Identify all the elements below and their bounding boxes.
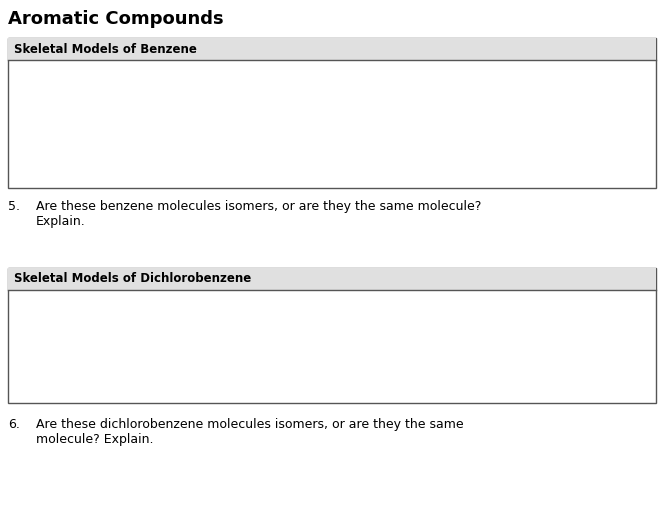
Bar — [8, 268, 656, 290]
Text: Explain.: Explain. — [36, 215, 86, 228]
Text: 5.: 5. — [8, 200, 20, 213]
Text: Skeletal Models of Dichlorobenzene: Skeletal Models of Dichlorobenzene — [14, 272, 251, 286]
Bar — [8, 268, 656, 403]
Bar — [8, 38, 656, 60]
Text: Are these benzene molecules isomers, or are they the same molecule?: Are these benzene molecules isomers, or … — [36, 200, 481, 213]
Text: Skeletal Models of Benzene: Skeletal Models of Benzene — [14, 42, 197, 55]
Text: molecule? Explain.: molecule? Explain. — [36, 433, 154, 446]
Bar — [8, 38, 656, 188]
Text: 6.: 6. — [8, 418, 20, 431]
Text: Are these dichlorobenzene molecules isomers, or are they the same: Are these dichlorobenzene molecules isom… — [36, 418, 464, 431]
Text: Aromatic Compounds: Aromatic Compounds — [8, 10, 223, 28]
